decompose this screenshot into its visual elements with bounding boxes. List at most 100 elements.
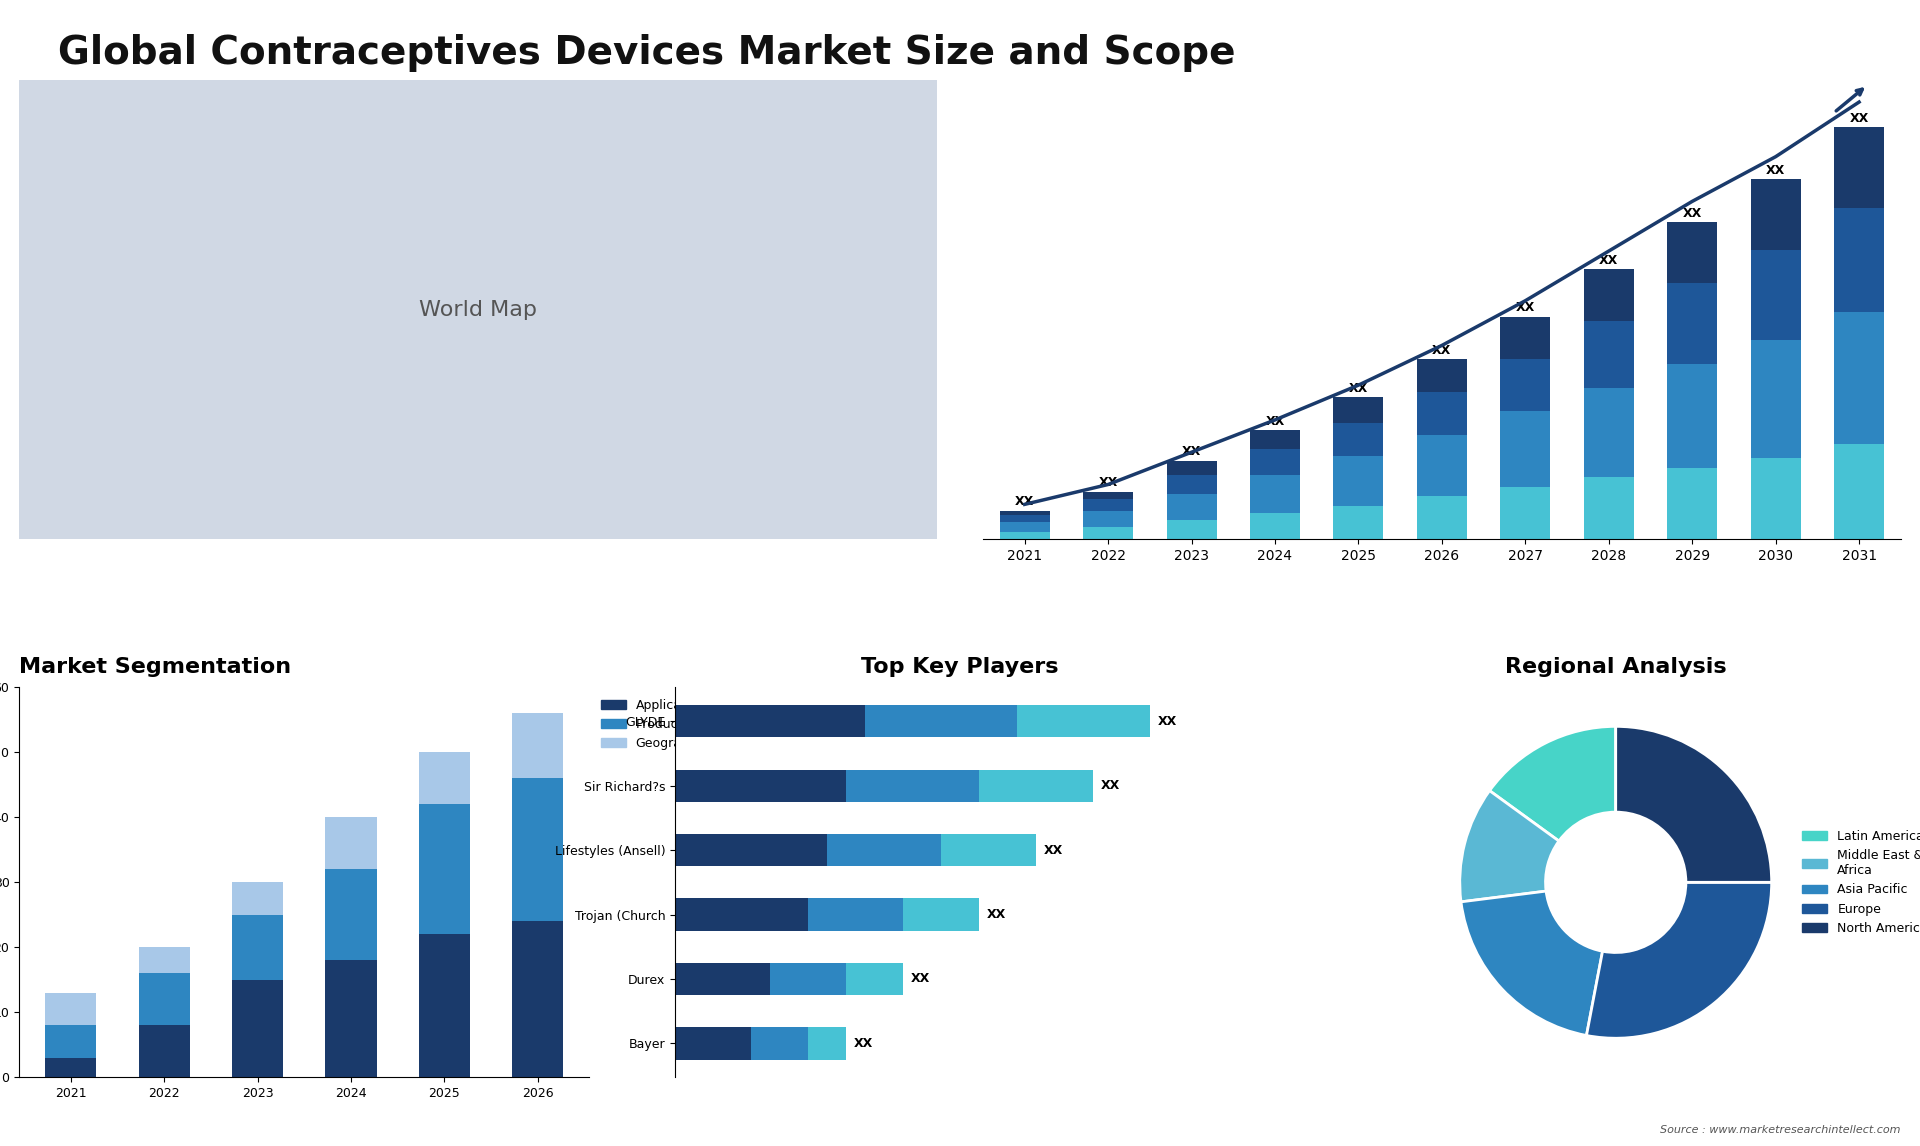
Bar: [44, 1026, 96, 1058]
Bar: [808, 1027, 847, 1060]
Text: XX: XX: [1766, 164, 1786, 176]
Bar: [513, 921, 563, 1077]
Bar: [1834, 445, 1884, 539]
Text: XX: XX: [1044, 843, 1064, 856]
Text: MARKET
RESEARCH
INTELLECT: MARKET RESEARCH INTELLECT: [1718, 32, 1776, 64]
Text: XX: XX: [1432, 344, 1452, 356]
Bar: [1250, 513, 1300, 539]
Bar: [941, 834, 1037, 866]
Bar: [1500, 359, 1549, 411]
Text: XX: XX: [1183, 446, 1202, 458]
Bar: [1834, 207, 1884, 312]
Bar: [44, 992, 96, 1026]
Bar: [751, 1027, 808, 1060]
Bar: [808, 898, 902, 931]
Text: XX: XX: [854, 1037, 874, 1050]
Title: Top Key Players: Top Key Players: [862, 658, 1058, 677]
Bar: [1417, 496, 1467, 539]
Bar: [1167, 476, 1217, 494]
Bar: [1167, 494, 1217, 520]
Bar: [1751, 180, 1801, 250]
Bar: [1751, 458, 1801, 539]
Text: XX: XX: [1098, 477, 1117, 489]
Bar: [1332, 423, 1384, 456]
Bar: [979, 769, 1092, 802]
Bar: [1834, 127, 1884, 207]
Bar: [1332, 397, 1384, 423]
Text: XX: XX: [1265, 415, 1284, 427]
Bar: [1083, 510, 1133, 527]
Bar: [513, 778, 563, 921]
Text: XX: XX: [1849, 112, 1868, 125]
Bar: [1250, 476, 1300, 513]
Bar: [1083, 492, 1133, 499]
Wedge shape: [1459, 791, 1559, 902]
Wedge shape: [1490, 727, 1617, 841]
Bar: [676, 898, 808, 931]
Bar: [847, 769, 979, 802]
Bar: [1751, 250, 1801, 340]
Bar: [1667, 364, 1716, 468]
Bar: [419, 804, 470, 934]
Bar: [419, 753, 470, 804]
Bar: [676, 963, 770, 995]
Text: XX: XX: [1515, 301, 1534, 314]
Wedge shape: [1586, 882, 1772, 1038]
Bar: [1083, 499, 1133, 510]
Text: XX: XX: [1158, 715, 1177, 728]
Bar: [1000, 516, 1050, 523]
Bar: [828, 834, 941, 866]
Text: Source : www.marketresearchintellect.com: Source : www.marketresearchintellect.com: [1661, 1124, 1901, 1135]
Legend: Latin America, Middle East &
Africa, Asia Pacific, Europe, North America: Latin America, Middle East & Africa, Asi…: [1797, 825, 1920, 940]
Bar: [1500, 411, 1549, 487]
Text: XX: XX: [1100, 779, 1119, 792]
Bar: [513, 713, 563, 778]
Text: World Map: World Map: [419, 299, 538, 320]
Bar: [1667, 222, 1716, 283]
Bar: [1584, 478, 1634, 539]
Text: XX: XX: [1350, 382, 1369, 394]
Bar: [232, 882, 284, 915]
Bar: [324, 817, 376, 870]
Bar: [1083, 527, 1133, 539]
Bar: [676, 769, 847, 802]
Bar: [1167, 520, 1217, 539]
Bar: [232, 915, 284, 980]
Bar: [138, 948, 190, 973]
Bar: [676, 1027, 751, 1060]
Legend: Application, Product, Geography: Application, Product, Geography: [595, 693, 710, 755]
Text: XX: XX: [910, 973, 929, 986]
Bar: [1000, 532, 1050, 539]
Bar: [1667, 468, 1716, 539]
Bar: [1584, 269, 1634, 321]
Bar: [1834, 312, 1884, 445]
Bar: [1500, 487, 1549, 539]
Text: XX: XX: [1599, 254, 1619, 267]
Bar: [1250, 430, 1300, 449]
Bar: [44, 1058, 96, 1077]
Bar: [1500, 316, 1549, 359]
Text: XX: XX: [1682, 206, 1701, 220]
Bar: [847, 963, 902, 995]
Bar: [1332, 505, 1384, 539]
Wedge shape: [1617, 727, 1772, 882]
Bar: [138, 973, 190, 1026]
Bar: [419, 934, 470, 1077]
Bar: [1332, 456, 1384, 505]
Bar: [1417, 359, 1467, 392]
Bar: [1584, 321, 1634, 387]
Bar: [1417, 434, 1467, 496]
Bar: [1018, 705, 1150, 737]
Bar: [232, 980, 284, 1077]
Bar: [138, 1026, 190, 1077]
Text: XX: XX: [1016, 495, 1035, 508]
Bar: [1000, 510, 1050, 516]
Text: Market Segmentation: Market Segmentation: [19, 658, 292, 677]
Title: Regional Analysis: Regional Analysis: [1505, 658, 1726, 677]
Bar: [770, 963, 847, 995]
Bar: [1250, 449, 1300, 476]
Bar: [1667, 283, 1716, 364]
Bar: [1584, 387, 1634, 478]
Text: Global Contraceptives Devices Market Size and Scope: Global Contraceptives Devices Market Siz…: [58, 34, 1235, 72]
Bar: [1167, 461, 1217, 476]
